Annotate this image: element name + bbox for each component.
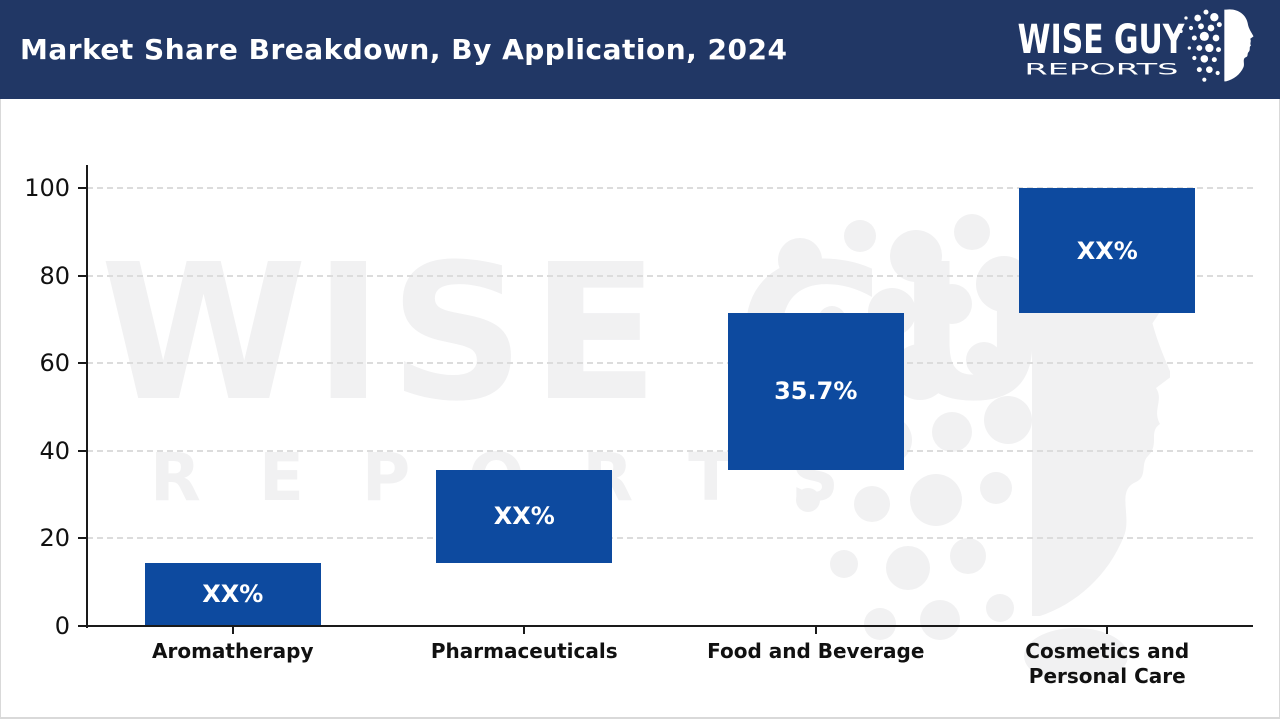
y-tick-mark [78, 625, 86, 627]
gridline-y20 [87, 537, 1253, 540]
header-bar: Market Share Breakdown, By Application, … [0, 0, 1280, 99]
x-category-label: Pharmaceuticals [430, 639, 618, 663]
x-category-label: Aromatherapy [152, 639, 314, 663]
gridline-y100 [87, 187, 1253, 189]
y-tick-label: 40 [39, 436, 70, 465]
y-axis-line [86, 165, 88, 628]
x-category-label: Food and Beverage [707, 639, 925, 663]
y-tick-mark [78, 362, 86, 365]
y-tick-mark [78, 537, 86, 540]
gridline-y40 [87, 449, 1253, 452]
bar-value-label: XX% [493, 502, 555, 531]
y-tick-mark [78, 187, 86, 189]
x-axis-line [86, 625, 1253, 627]
bar-food-and-beverage: 35.7% [727, 313, 904, 470]
bar-value-label: 35.7% [774, 377, 858, 406]
y-tick-label: 20 [39, 524, 70, 553]
x-tick-mark [523, 626, 526, 634]
logo-wordmark: WISE GUY [1018, 16, 1185, 62]
x-tick-mark [231, 626, 234, 634]
logo-dotted-face-icon [1179, 8, 1254, 82]
wise-guy-reports-logo: WISE GUY REPORTS [1016, 5, 1266, 95]
wise-guy-logo-graphic: WISE GUY REPORTS [1018, 8, 1254, 82]
bar-cosmetics-and-personal-care: XX% [1019, 188, 1196, 314]
y-tick-label: 0 [54, 612, 70, 640]
x-tick-mark [1106, 626, 1109, 634]
y-tick-mark [78, 274, 86, 277]
x-category-label: Cosmetics and Personal Care [1025, 639, 1190, 688]
bar-aromatherapy: XX% [144, 562, 321, 626]
y-tick-label: 60 [39, 349, 70, 378]
y-tick-mark [78, 449, 86, 452]
watermark-dotted-face-icon [778, 214, 1170, 680]
bar-value-label: XX% [202, 580, 264, 609]
bar-pharmaceuticals: XX% [436, 469, 613, 563]
page-title: Market Share Breakdown, By Application, … [20, 33, 788, 66]
y-tick-label: 80 [39, 261, 70, 290]
x-tick-mark [814, 626, 817, 634]
gridline-y80 [87, 274, 1253, 277]
y-tick-label: 100 [24, 174, 70, 202]
bar-value-label: XX% [1076, 236, 1138, 265]
gridline-y60 [87, 362, 1253, 365]
logo-subtext: REPORTS [1024, 59, 1178, 78]
